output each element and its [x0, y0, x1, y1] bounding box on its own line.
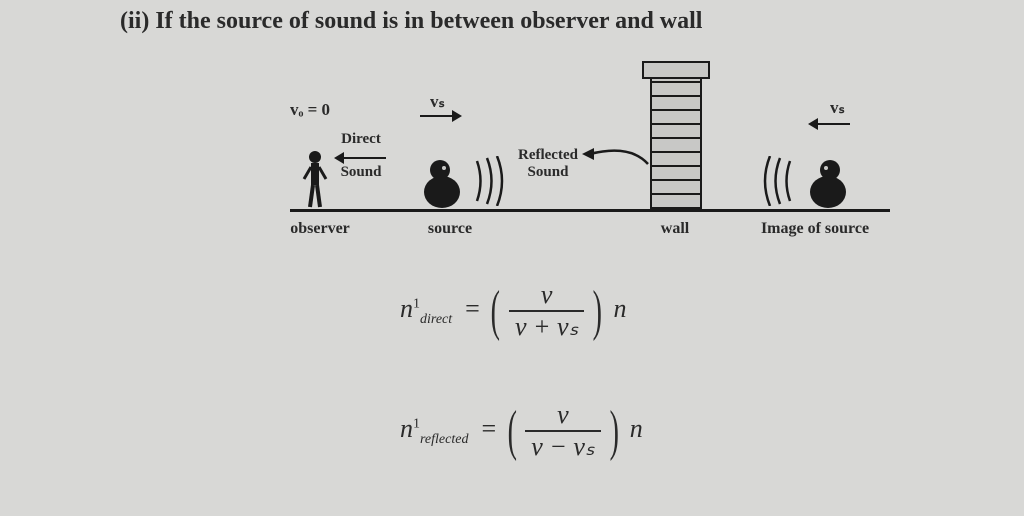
wall-figure	[650, 77, 702, 209]
image-velocity-arrow	[810, 112, 850, 130]
f2-lhs-sup: 1	[413, 416, 420, 431]
f1-lhs-base: n	[400, 294, 413, 323]
f1-den: v + vₛ	[509, 312, 584, 342]
image-waves-icon	[760, 156, 795, 206]
source-figure	[420, 154, 470, 209]
f1-rhs: n	[613, 294, 626, 323]
reflected-sound-label: Reflected Sound	[518, 147, 578, 180]
observer-velocity-label: vₒ = 0	[290, 100, 330, 120]
f1-eq: =	[465, 294, 480, 323]
question-number: (ii)	[120, 8, 149, 34]
formula-direct: n1direct = ( v v + vₛ ) n	[400, 280, 626, 342]
image-label: Image of source	[730, 220, 900, 238]
reflected-arrow-icon	[580, 142, 650, 172]
f1-lhs-sup: 1	[413, 296, 420, 311]
f2-den: v − vₛ	[525, 432, 600, 462]
direct-sound-label: Direct Sound	[336, 131, 386, 181]
question-text: (ii) If the source of sound is in betwee…	[120, 8, 702, 35]
diagram: vₒ = 0 vₛ vₛ Direct Sound	[290, 60, 890, 240]
observer-figure	[300, 149, 330, 209]
f2-lhs-sub: reflected	[420, 432, 468, 447]
f2-lhs-base: n	[400, 414, 413, 443]
ground-line	[290, 209, 890, 212]
source-label: source	[410, 220, 490, 238]
f2-rhs: n	[630, 414, 643, 443]
f1-lhs-sub: direct	[420, 312, 452, 327]
formula-reflected: n1reflected = ( v v − vₛ ) n	[400, 400, 643, 462]
wall-label: wall	[640, 220, 710, 238]
source-velocity-arrow	[420, 104, 460, 122]
question-body: If the source of sound is in between obs…	[155, 8, 702, 34]
observer-label: observer	[280, 220, 360, 238]
direct-line1: Direct	[341, 131, 381, 147]
reflected-line1: Reflected	[518, 147, 578, 163]
f2-num: v	[525, 400, 600, 432]
f2-eq: =	[481, 414, 496, 443]
f1-num: v	[509, 280, 584, 312]
image-source-figure	[800, 154, 850, 209]
source-waves-icon	[472, 156, 507, 206]
reflected-line2: Sound	[528, 164, 569, 180]
direct-line2: Sound	[341, 164, 382, 180]
